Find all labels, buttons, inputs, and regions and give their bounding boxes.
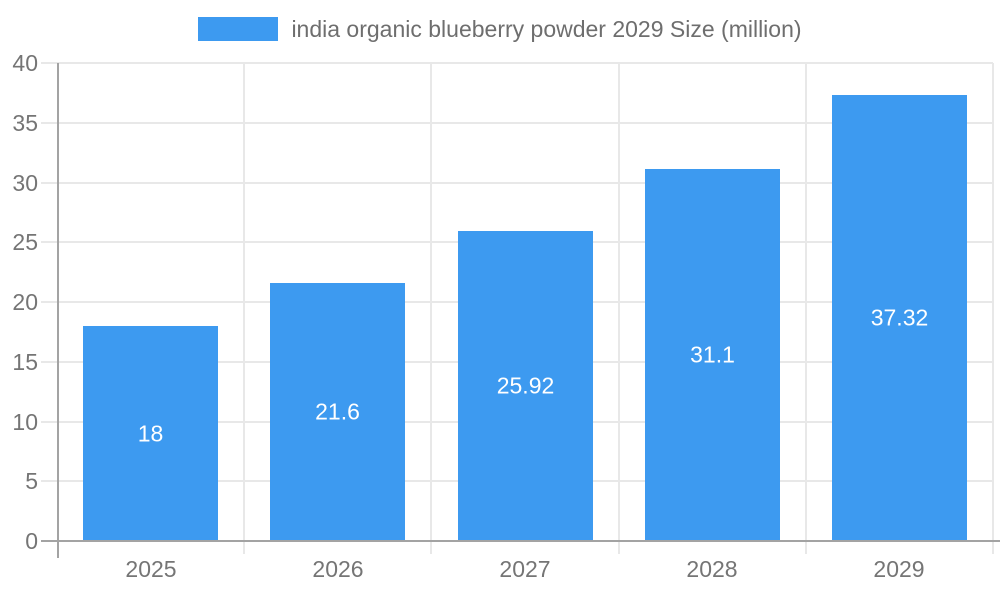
bar-2025[interactable]: 18: [83, 326, 218, 541]
gridline-horizontal: [41, 121, 993, 124]
y-axis-tick-label: 25: [12, 229, 38, 256]
x-axis-label: 2028: [686, 556, 738, 582]
bar-2026[interactable]: 21.6: [270, 283, 405, 541]
y-axis-tick-label: 15: [12, 348, 38, 375]
x-axis-line: [41, 540, 1000, 542]
y-axis-tick-label: 5: [25, 468, 38, 495]
y-axis-tick-label: 40: [12, 50, 38, 76]
gridline-vertical: [992, 63, 994, 554]
bar-2029[interactable]: 37.32: [832, 95, 967, 541]
gridline-horizontal: [41, 181, 993, 184]
plot-area: 0 5 10 15 20 25 30 35 40 18 2025 21.6 2026 25.92 2027 3…: [12, 50, 1000, 582]
y-axis-tick-label: 20: [12, 289, 38, 315]
gridline-horizontal: [41, 62, 993, 64]
y-axis-tick-label: 10: [12, 408, 38, 435]
legend-swatch: [198, 17, 279, 41]
gridline-vertical: [430, 63, 433, 554]
bar-value-label: 21.6: [315, 398, 360, 425]
x-axis-label: 2026: [312, 556, 364, 582]
y-axis-tick-label: 35: [12, 109, 38, 136]
x-axis-label: 2029: [873, 556, 925, 582]
y-axis-tick-label: 0: [25, 528, 38, 554]
bar-value-label: 25.92: [496, 372, 555, 399]
gridline-vertical: [243, 63, 246, 554]
y-axis-tick-label: 30: [12, 169, 38, 196]
bar-2028[interactable]: 31.1: [645, 169, 780, 541]
x-axis-label: 2025: [125, 556, 177, 582]
gridline-vertical: [617, 63, 620, 554]
y-axis-line: [57, 63, 59, 558]
chart-legend[interactable]: india organic blueberry powder 2029 Size…: [0, 16, 1000, 42]
bar-value-label: 18: [137, 420, 164, 446]
gridline-vertical: [804, 63, 807, 554]
bar-value-label: 37.32: [870, 304, 929, 331]
legend-label: india organic blueberry powder 2029 Size…: [291, 15, 802, 42]
x-axis-label: 2027: [499, 556, 551, 582]
bar-2027[interactable]: 25.92: [458, 231, 593, 541]
bar-value-label: 31.1: [690, 341, 735, 368]
